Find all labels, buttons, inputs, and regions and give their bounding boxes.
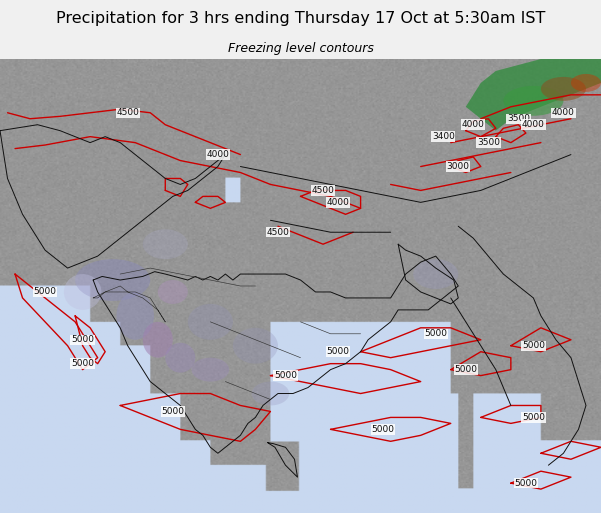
Ellipse shape [117, 292, 154, 340]
Text: 3400: 3400 [432, 132, 455, 141]
Ellipse shape [503, 86, 563, 116]
Text: 5000: 5000 [454, 365, 477, 374]
Text: 3500: 3500 [507, 114, 530, 123]
Text: 4500: 4500 [266, 228, 290, 236]
Ellipse shape [192, 358, 229, 382]
Ellipse shape [541, 77, 586, 101]
Text: 4500: 4500 [116, 108, 139, 117]
Text: 5000: 5000 [326, 347, 350, 356]
Text: Freezing level contours: Freezing level contours [228, 42, 373, 55]
Text: 5000: 5000 [71, 359, 94, 368]
Text: 5000: 5000 [161, 407, 185, 416]
Polygon shape [466, 59, 601, 131]
Text: 5000: 5000 [34, 287, 56, 297]
Text: 4500: 4500 [311, 186, 335, 195]
Text: 5000: 5000 [514, 479, 537, 488]
Text: 4000: 4000 [206, 150, 230, 159]
Ellipse shape [142, 322, 172, 358]
Text: 5000: 5000 [71, 336, 94, 344]
Ellipse shape [571, 74, 601, 92]
Text: 4000: 4000 [326, 198, 350, 207]
Ellipse shape [252, 382, 289, 405]
Ellipse shape [233, 328, 278, 364]
Text: 5000: 5000 [522, 341, 545, 350]
Text: 4000: 4000 [522, 120, 545, 129]
Text: 4000: 4000 [462, 120, 485, 129]
Text: 5000: 5000 [274, 371, 297, 380]
Ellipse shape [64, 274, 102, 310]
Text: 5000: 5000 [371, 425, 395, 434]
Ellipse shape [143, 229, 188, 259]
Ellipse shape [413, 259, 459, 289]
Text: 4000: 4000 [552, 108, 575, 117]
Ellipse shape [75, 259, 150, 301]
Text: Precipitation for 3 hrs ending Thursday 17 Oct at 5:30am IST: Precipitation for 3 hrs ending Thursday … [56, 11, 545, 26]
Ellipse shape [165, 343, 195, 372]
Text: 3500: 3500 [477, 138, 500, 147]
Text: 5000: 5000 [424, 329, 447, 338]
Ellipse shape [188, 304, 233, 340]
Text: 5000: 5000 [522, 413, 545, 422]
Ellipse shape [157, 280, 188, 304]
Text: 3000: 3000 [447, 162, 470, 171]
